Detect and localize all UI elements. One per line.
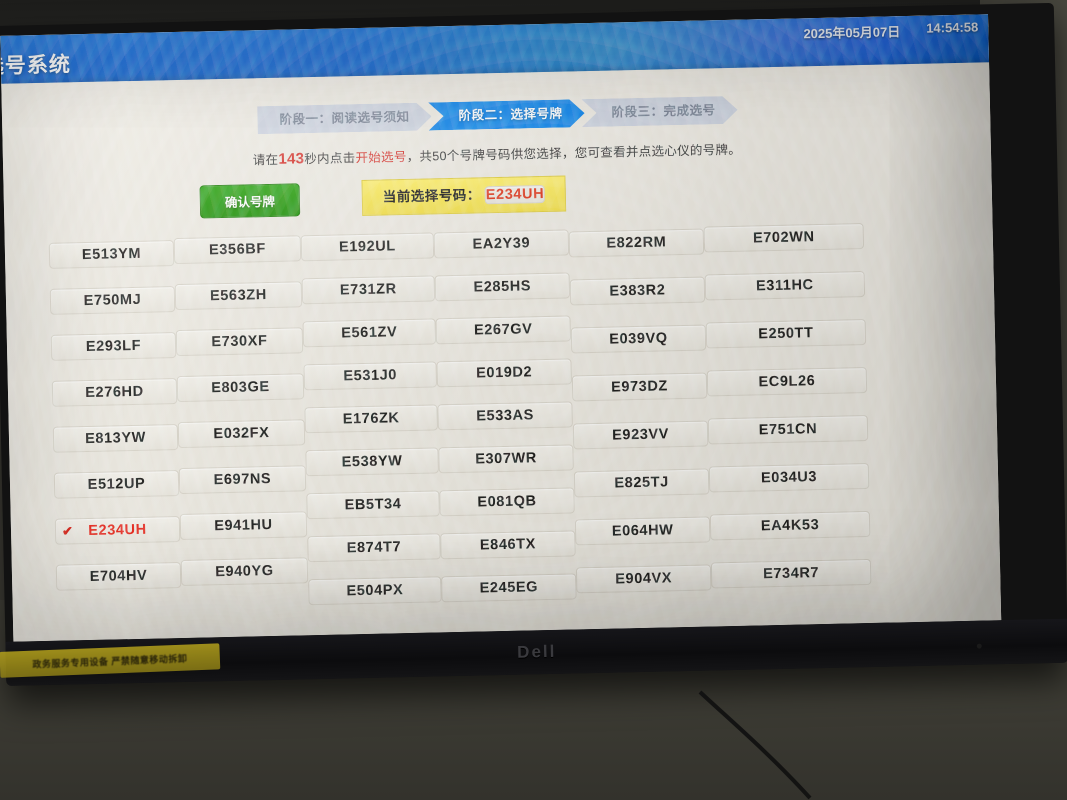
dell-logo: Dell: [516, 641, 557, 662]
plate-option[interactable]: E822RM: [568, 228, 705, 258]
plate-option[interactable]: E973DZ: [571, 372, 708, 402]
notice-action: 开始选号: [355, 149, 407, 166]
system-title: 选号系统: [0, 53, 72, 79]
plate-grid: E513YM E750MJ E293LF E276HD E813YW E512UP ✔ E23…: [4, 202, 1000, 611]
plate-option[interactable]: E561ZV: [302, 318, 437, 348]
power-led-icon: [976, 643, 982, 649]
plate-option[interactable]: E531J0: [303, 361, 437, 391]
plate-column-1: E513YM E750MJ E293LF E276HD E813YW E512UP ✔ E23…: [48, 238, 182, 591]
plate-option[interactable]: E019D2: [436, 358, 572, 388]
plate-column-6: E702WN E311HC E250TT EC9L26 E751CN E034U3 EA4K…: [703, 223, 872, 589]
plate-column-3: E192UL E731ZR E561ZV E531J0 E176ZK E538YW EB5T…: [300, 232, 442, 606]
plate-option[interactable]: E751CN: [707, 414, 869, 445]
plate-option[interactable]: EA4K53: [709, 510, 871, 541]
plate-option[interactable]: E813YW: [52, 424, 179, 453]
header-date: 2025年05月07日: [803, 24, 901, 42]
plate-column-5: E822RM E383R2 E039VQ E973DZ E923VV E825TJ E064…: [568, 227, 712, 594]
lcd-panel: 选号系统 2025年05月07日 14:54:58 阶段一：阅读选号须知 阶段二…: [0, 14, 1002, 642]
stage-item-1[interactable]: 阶段一：阅读选号须知: [257, 102, 432, 134]
plate-column-2: E356BF E563ZH E730XF E803GE E032FX E697NS E941…: [173, 235, 309, 587]
plate-option[interactable]: E504PX: [308, 576, 442, 606]
plate-option[interactable]: EB5T34: [306, 490, 440, 520]
license-plate-selection-app: 选号系统 2025年05月07日 14:54:58 阶段一：阅读选号须知 阶段二…: [0, 14, 1002, 642]
plate-option[interactable]: E846TX: [440, 530, 576, 560]
plate-option[interactable]: E923VV: [572, 420, 709, 450]
plate-option[interactable]: E731ZR: [301, 275, 436, 305]
plate-option[interactable]: E276HD: [51, 378, 178, 407]
header-clock: 2025年05月07日 14:54:58: [803, 14, 979, 66]
plate-option[interactable]: E245EG: [441, 573, 577, 603]
plate-option[interactable]: E081QB: [439, 487, 575, 517]
plate-option[interactable]: E941HU: [179, 511, 308, 541]
plate-option[interactable]: E730XF: [175, 327, 304, 357]
check-icon: ✔: [61, 523, 74, 539]
current-selection-banner: 当前选择号码： E234UH: [361, 175, 567, 216]
plate-option[interactable]: E307WR: [438, 444, 574, 474]
plate-option[interactable]: E064HW: [574, 516, 711, 546]
bezel-warning-sticker: 政务服务专用设备 严禁随意移动拆卸: [0, 643, 221, 678]
plate-option[interactable]: E034U3: [708, 462, 870, 493]
countdown-seconds: 143: [278, 150, 305, 168]
plate-option[interactable]: E250TT: [705, 319, 867, 349]
dell-monitor: 选号系统 2025年05月07日 14:54:58 阶段一：阅读选号须知 阶段二…: [0, 2, 1067, 686]
bezel-sticker-text: 政务服务专用设备 严禁随意移动拆卸: [32, 653, 188, 670]
plate-option[interactable]: E874T7: [307, 533, 441, 563]
plate-option[interactable]: E803GE: [176, 373, 305, 403]
confirm-plate-button[interactable]: 确认号牌: [199, 182, 301, 219]
plate-option[interactable]: E293LF: [50, 332, 177, 361]
plate-option[interactable]: E704HV: [55, 562, 182, 591]
plate-option[interactable]: E538YW: [305, 447, 439, 477]
plate-label: E234UH: [88, 521, 147, 540]
current-selection-label: 当前选择号码：: [382, 187, 481, 205]
plate-option[interactable]: E176ZK: [304, 404, 438, 434]
plate-option[interactable]: E904VX: [575, 564, 712, 594]
monitor-cable: [698, 690, 812, 800]
stage-item-3[interactable]: 阶段三：完成选号: [581, 96, 738, 127]
app-header: 选号系统 2025年05月07日 14:54:58: [0, 14, 990, 84]
current-selection-value: E234UH: [484, 184, 546, 205]
plate-option[interactable]: E267GV: [435, 315, 572, 345]
plate-option[interactable]: E940YG: [180, 557, 309, 587]
plate-option[interactable]: E734R7: [710, 558, 872, 589]
plate-option[interactable]: E311HC: [704, 271, 866, 301]
plate-option[interactable]: E750MJ: [49, 286, 176, 315]
notice-middle: 秒内点击: [304, 151, 356, 167]
plate-option[interactable]: E825TJ: [573, 468, 710, 498]
header-time: 14:54:58: [926, 19, 979, 36]
plate-option[interactable]: EC9L26: [706, 367, 868, 397]
plate-option[interactable]: E285HS: [434, 272, 571, 302]
plate-option[interactable]: E513YM: [48, 240, 175, 269]
plate-option[interactable]: E697NS: [178, 465, 307, 495]
stage-item-2[interactable]: 阶段二：选择号牌: [428, 99, 585, 130]
plate-option-selected[interactable]: ✔ E234UH: [54, 516, 181, 545]
plate-option[interactable]: E383R2: [569, 276, 706, 306]
plate-option[interactable]: E533AS: [437, 401, 573, 431]
plate-option[interactable]: E032FX: [177, 419, 306, 449]
notice-suffix: ，共50个号牌号码供您选择，您可查看并点选心仪的号牌。: [406, 142, 742, 164]
plate-option[interactable]: E039VQ: [570, 324, 707, 354]
plate-option[interactable]: E356BF: [173, 235, 302, 265]
plate-option[interactable]: E563ZH: [174, 281, 303, 311]
plate-option[interactable]: E702WN: [703, 223, 865, 253]
plate-option[interactable]: EA2Y39: [433, 229, 570, 259]
plate-option[interactable]: E192UL: [300, 232, 435, 262]
plate-option[interactable]: E512UP: [53, 470, 180, 499]
notice-prefix: 请在: [252, 152, 279, 168]
plate-column-4: EA2Y39 E285HS E267GV E019D2 E533AS E307WR E081…: [433, 229, 577, 603]
